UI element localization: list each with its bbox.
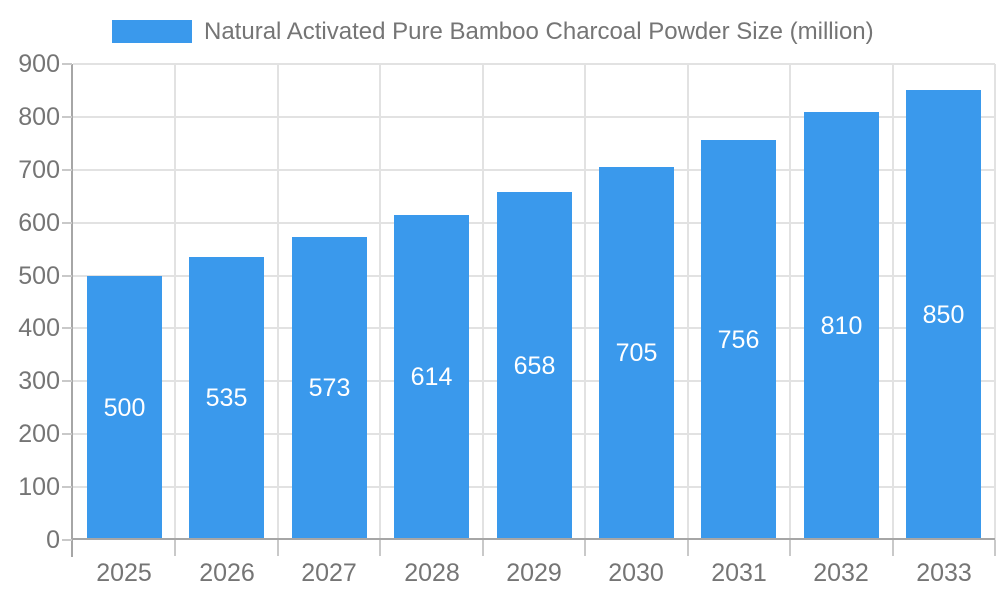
x-tick-label: 2029 <box>506 559 562 587</box>
v-gridline <box>584 64 586 540</box>
bar: 756 <box>701 140 776 540</box>
h-gridline <box>73 169 995 171</box>
y-tick-mark <box>62 539 72 541</box>
x-tick-mark <box>789 540 791 556</box>
y-tick-label: 600 <box>18 209 60 237</box>
bar: 658 <box>497 192 572 540</box>
x-tick-mark <box>174 540 176 556</box>
h-gridline <box>73 63 995 65</box>
y-tick-mark <box>62 169 72 171</box>
x-tick-label: 2025 <box>96 559 152 587</box>
bar: 535 <box>189 257 264 540</box>
y-tick-label: 100 <box>18 473 60 501</box>
bar-value-label: 500 <box>103 393 146 422</box>
y-tick-mark <box>62 63 72 65</box>
y-tick-mark <box>62 222 72 224</box>
v-gridline <box>277 64 279 540</box>
bar: 573 <box>292 237 367 540</box>
x-tick-label: 2028 <box>404 559 460 587</box>
y-tick-label: 0 <box>46 526 60 554</box>
x-tick-label: 2033 <box>916 559 972 587</box>
bar: 850 <box>906 90 981 540</box>
y-tick-mark <box>62 486 72 488</box>
v-gridline <box>892 64 894 540</box>
bar: 810 <box>804 112 879 540</box>
x-tick-mark <box>584 540 586 556</box>
y-tick-label: 500 <box>18 262 60 290</box>
y-axis-line <box>71 64 73 557</box>
v-gridline <box>789 64 791 540</box>
v-gridline <box>994 64 996 540</box>
y-tick-label: 900 <box>18 50 60 78</box>
x-tick-mark <box>892 540 894 556</box>
x-tick-mark <box>379 540 381 556</box>
h-gridline <box>73 116 995 118</box>
bar: 500 <box>87 276 162 540</box>
y-tick-mark <box>62 275 72 277</box>
bar-value-label: 573 <box>308 374 351 402</box>
bar: 705 <box>599 167 674 540</box>
x-tick-label: 2030 <box>608 559 664 587</box>
x-tick-label: 2032 <box>813 559 869 587</box>
x-tick-mark <box>482 540 484 556</box>
v-gridline <box>482 64 484 540</box>
bar-value-label: 850 <box>922 300 965 329</box>
y-tick-label: 800 <box>18 103 60 131</box>
legend-label: Natural Activated Pure Bamboo Charcoal P… <box>204 18 874 45</box>
legend-swatch <box>112 20 192 43</box>
v-gridline <box>687 64 689 540</box>
y-tick-mark <box>62 327 72 329</box>
bar: 614 <box>394 215 469 540</box>
bar-value-label: 535 <box>205 384 248 412</box>
v-gridline <box>174 64 176 540</box>
bar-value-label: 658 <box>513 351 556 380</box>
y-tick-label: 700 <box>18 156 60 184</box>
x-tick-label: 2031 <box>711 559 767 587</box>
bar-value-label: 756 <box>717 325 760 354</box>
x-tick-mark <box>687 540 689 556</box>
v-gridline <box>379 64 381 540</box>
y-tick-label: 200 <box>18 420 60 448</box>
y-tick-label: 300 <box>18 367 60 395</box>
bar-value-label: 810 <box>820 311 863 340</box>
x-tick-mark <box>277 540 279 556</box>
x-tick-label: 2027 <box>301 559 357 587</box>
y-tick-mark <box>62 380 72 382</box>
y-tick-mark <box>62 433 72 435</box>
x-tick-label: 2026 <box>199 559 255 587</box>
y-tick-label: 400 <box>18 314 60 342</box>
plot-area: 500 535 573 614 658 705 756 810 850 <box>62 63 996 557</box>
bar-value-label: 614 <box>410 363 453 391</box>
bar-value-label: 705 <box>615 339 658 367</box>
x-tick-mark <box>994 540 996 556</box>
y-tick-mark <box>62 116 72 118</box>
x-axis-line <box>71 538 995 540</box>
